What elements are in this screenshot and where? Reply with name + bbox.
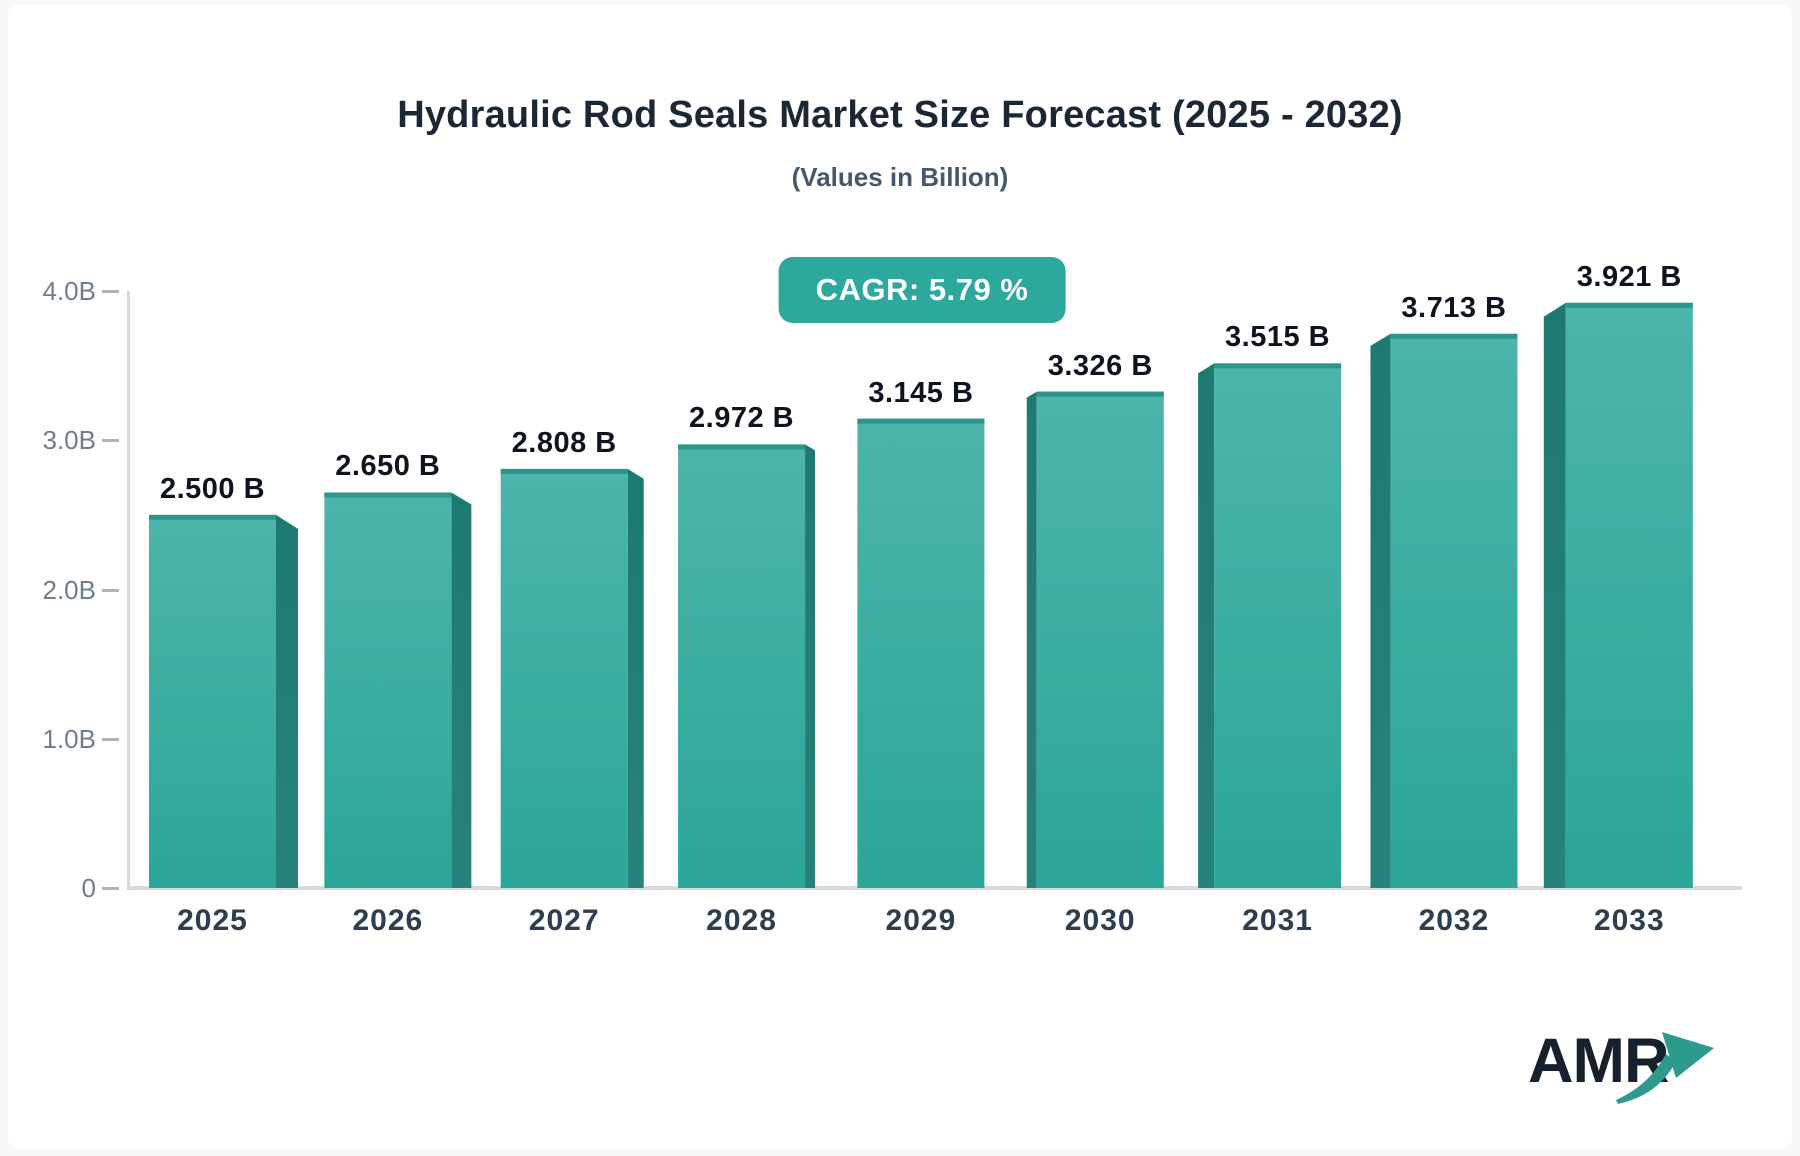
bar-value-label: 3.326 B xyxy=(1047,349,1153,382)
bar-side-face xyxy=(276,514,298,888)
x-axis-label: 2030 xyxy=(1064,904,1136,937)
bar-2031 xyxy=(1198,363,1342,888)
bar-value-label: 3.515 B xyxy=(1225,321,1331,354)
bar-front-face xyxy=(324,492,452,888)
y-axis-tick-mark xyxy=(102,439,119,443)
bar-side-face xyxy=(1198,363,1215,888)
bar-side-face xyxy=(1370,333,1391,888)
y-axis-tick-mark xyxy=(102,290,119,293)
bar-2032 xyxy=(1370,333,1518,888)
x-axis-label: 2026 xyxy=(352,904,424,937)
bar-plot-area xyxy=(149,302,1693,888)
y-axis-tick-mark xyxy=(102,737,119,741)
bar-value-label: 2.650 B xyxy=(335,450,441,483)
y-axis-line xyxy=(127,291,130,890)
bar-2033 xyxy=(1543,302,1693,888)
y-axis-tick-label: 1.0B xyxy=(42,723,97,754)
y-axis-tick-mark xyxy=(102,887,119,890)
bar-front-face xyxy=(1036,391,1164,888)
bar-2026 xyxy=(324,492,472,888)
bar-front-face xyxy=(678,444,806,888)
growth-arrow-icon xyxy=(1616,1032,1714,1104)
bar-2025 xyxy=(149,514,298,888)
bar-top-edge xyxy=(678,444,806,450)
bar-2027 xyxy=(500,468,644,888)
bar-value-label: 3.145 B xyxy=(868,376,974,409)
bar-front-face xyxy=(500,468,628,888)
chart-subtitle: (Values in Billion) xyxy=(791,162,1009,192)
bar-front-face xyxy=(1390,333,1518,888)
bar-top-edge xyxy=(857,418,985,424)
bar-value-label: 2.500 B xyxy=(159,472,266,505)
bar-2029 xyxy=(857,418,985,888)
bar-top-edge xyxy=(500,468,628,474)
y-axis-tick-label: 2.0B xyxy=(42,574,97,605)
y-axis-tick-mark xyxy=(102,588,119,592)
bar-side-face xyxy=(805,444,816,888)
bar-2030 xyxy=(1026,391,1164,888)
bar-value-label: 3.713 B xyxy=(1401,291,1507,324)
x-axis-line xyxy=(127,886,1742,890)
chart-title: Hydraulic Rod Seals Market Size Forecast… xyxy=(397,94,1403,136)
cagr-badge-label: CAGR: 5.79 % xyxy=(815,272,1029,307)
x-axis-label: 2031 xyxy=(1242,904,1313,937)
y-axis-tick-label: 0 xyxy=(81,873,96,903)
bar-value-label: 3.921 B xyxy=(1576,260,1682,293)
bar-front-face xyxy=(1214,363,1342,888)
y-axis-tick-label: 3.0B xyxy=(42,425,97,456)
bar-side-face xyxy=(1026,391,1037,888)
bar-side-face xyxy=(627,468,644,888)
bar-side-face xyxy=(451,492,472,888)
cagr-badge: CAGR: 5.79 % xyxy=(778,257,1066,323)
amr-logo: AMR xyxy=(1528,1026,1748,1116)
bar-2028 xyxy=(678,444,816,888)
x-axis-label: 2027 xyxy=(528,904,600,937)
bar-top-edge xyxy=(149,514,276,520)
bar-front-face xyxy=(857,418,985,888)
x-axis-label: 2032 xyxy=(1418,904,1490,937)
x-axis-label: 2033 xyxy=(1593,904,1665,937)
bar-top-edge xyxy=(1390,333,1518,339)
y-axis-tick-label: 4.0B xyxy=(42,276,97,306)
x-axis-label: 2029 xyxy=(885,904,957,937)
bar-top-edge xyxy=(1565,302,1693,308)
bar-side-face xyxy=(1543,302,1566,888)
x-axis-label: 2028 xyxy=(706,904,777,937)
bar-front-face xyxy=(1565,302,1693,888)
bar-top-edge xyxy=(1214,363,1342,369)
bar-front-face xyxy=(149,514,276,888)
bar-top-edge xyxy=(324,492,452,498)
bar-value-label: 2.808 B xyxy=(511,426,617,459)
bar-value-label: 2.972 B xyxy=(689,402,795,435)
x-axis-label: 2025 xyxy=(177,904,248,937)
bar-top-edge xyxy=(1036,391,1164,397)
